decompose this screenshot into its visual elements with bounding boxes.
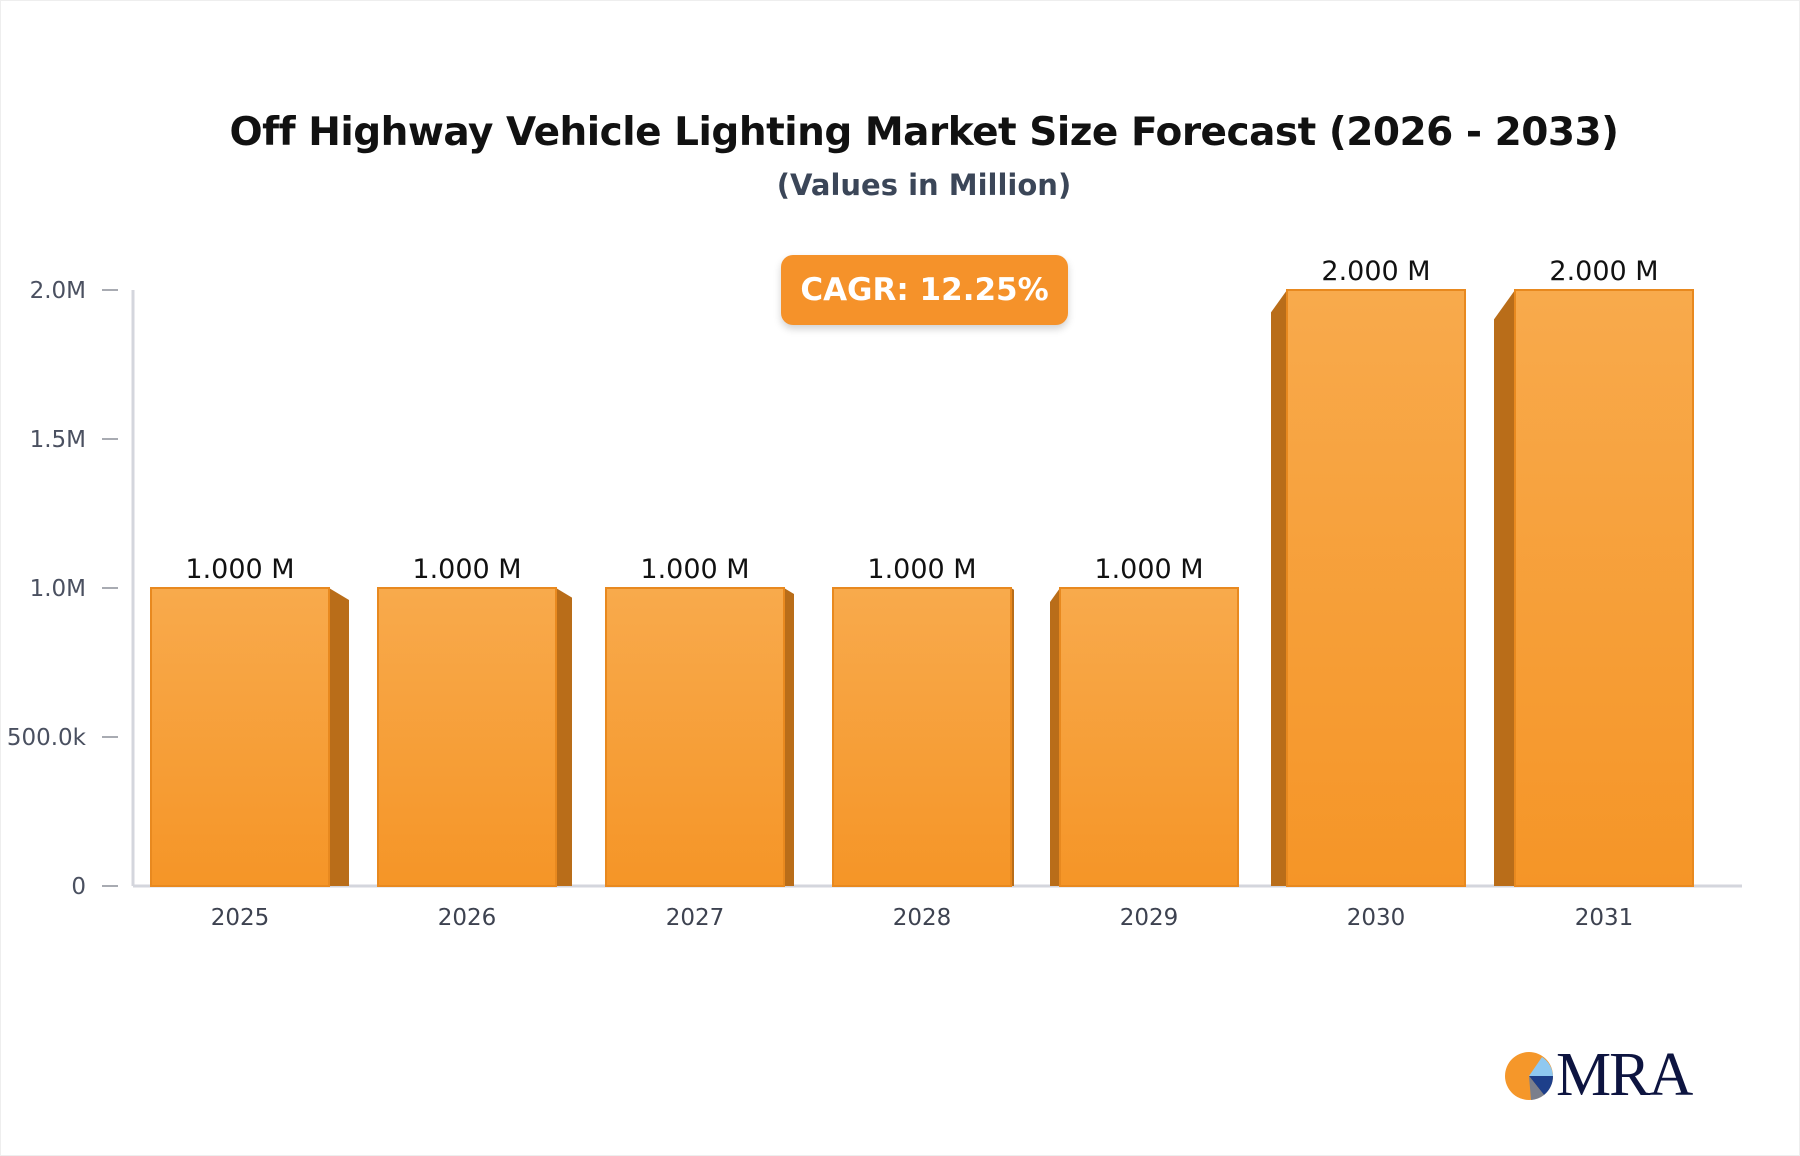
data-label: 1.000 M bbox=[412, 554, 521, 585]
bar bbox=[377, 587, 557, 887]
data-label: 1.000 M bbox=[640, 554, 749, 585]
chart-title: Off Highway Vehicle Lighting Market Size… bbox=[229, 110, 1619, 155]
bar-side bbox=[556, 588, 572, 886]
y-tick-label: 1.5M bbox=[30, 427, 86, 453]
bar-2027: 1.000 M bbox=[605, 554, 794, 887]
bar bbox=[150, 587, 330, 887]
data-label: 2.000 M bbox=[1549, 256, 1658, 287]
bar-side bbox=[1050, 588, 1060, 886]
bar-2030: 2.000 M bbox=[1271, 256, 1466, 887]
bar bbox=[1286, 289, 1466, 887]
bar-2029: 1.000 M bbox=[1050, 554, 1239, 887]
x-tick-label: 2031 bbox=[1575, 905, 1634, 931]
y-tick-label: 0 bbox=[71, 874, 86, 900]
data-label: 1.000 M bbox=[1094, 554, 1203, 585]
y-tick-label: 1.0M bbox=[30, 576, 86, 602]
bar-side bbox=[784, 588, 794, 886]
x-tick-label: 2030 bbox=[1347, 905, 1406, 931]
bar-side bbox=[1271, 290, 1287, 886]
x-tick-label: 2029 bbox=[1120, 905, 1179, 931]
data-label: 1.000 M bbox=[867, 554, 976, 585]
x-tick-label: 2028 bbox=[893, 905, 952, 931]
bar bbox=[605, 587, 785, 887]
bar-2026: 1.000 M bbox=[377, 554, 572, 887]
logo-text: MRA bbox=[1556, 1041, 1693, 1109]
bar-2028: 1.000 M bbox=[832, 554, 1014, 887]
cagr-badge: CAGR: 12.25% bbox=[781, 255, 1068, 325]
y-tick-label: 500.0k bbox=[7, 725, 87, 751]
x-tick-label: 2027 bbox=[666, 905, 725, 931]
bar-2025: 1.000 M bbox=[150, 554, 349, 887]
y-tick-label: 2.0M bbox=[30, 278, 86, 304]
x-tick-label: 2026 bbox=[438, 905, 497, 931]
chart-subtitle: (Values in Million) bbox=[776, 168, 1072, 202]
bar-2031: 2.000 M bbox=[1494, 256, 1694, 887]
bar-side bbox=[1494, 290, 1515, 886]
pie-logo-icon bbox=[1505, 1051, 1554, 1100]
bar bbox=[1514, 289, 1694, 887]
mra-logo: MRA bbox=[1504, 1040, 1693, 1111]
bar bbox=[1059, 587, 1239, 887]
x-tick-label: 2025 bbox=[211, 905, 270, 931]
bar-side bbox=[329, 588, 349, 886]
data-label: 2.000 M bbox=[1321, 256, 1430, 287]
data-label: 1.000 M bbox=[185, 554, 294, 585]
bar bbox=[832, 587, 1012, 887]
